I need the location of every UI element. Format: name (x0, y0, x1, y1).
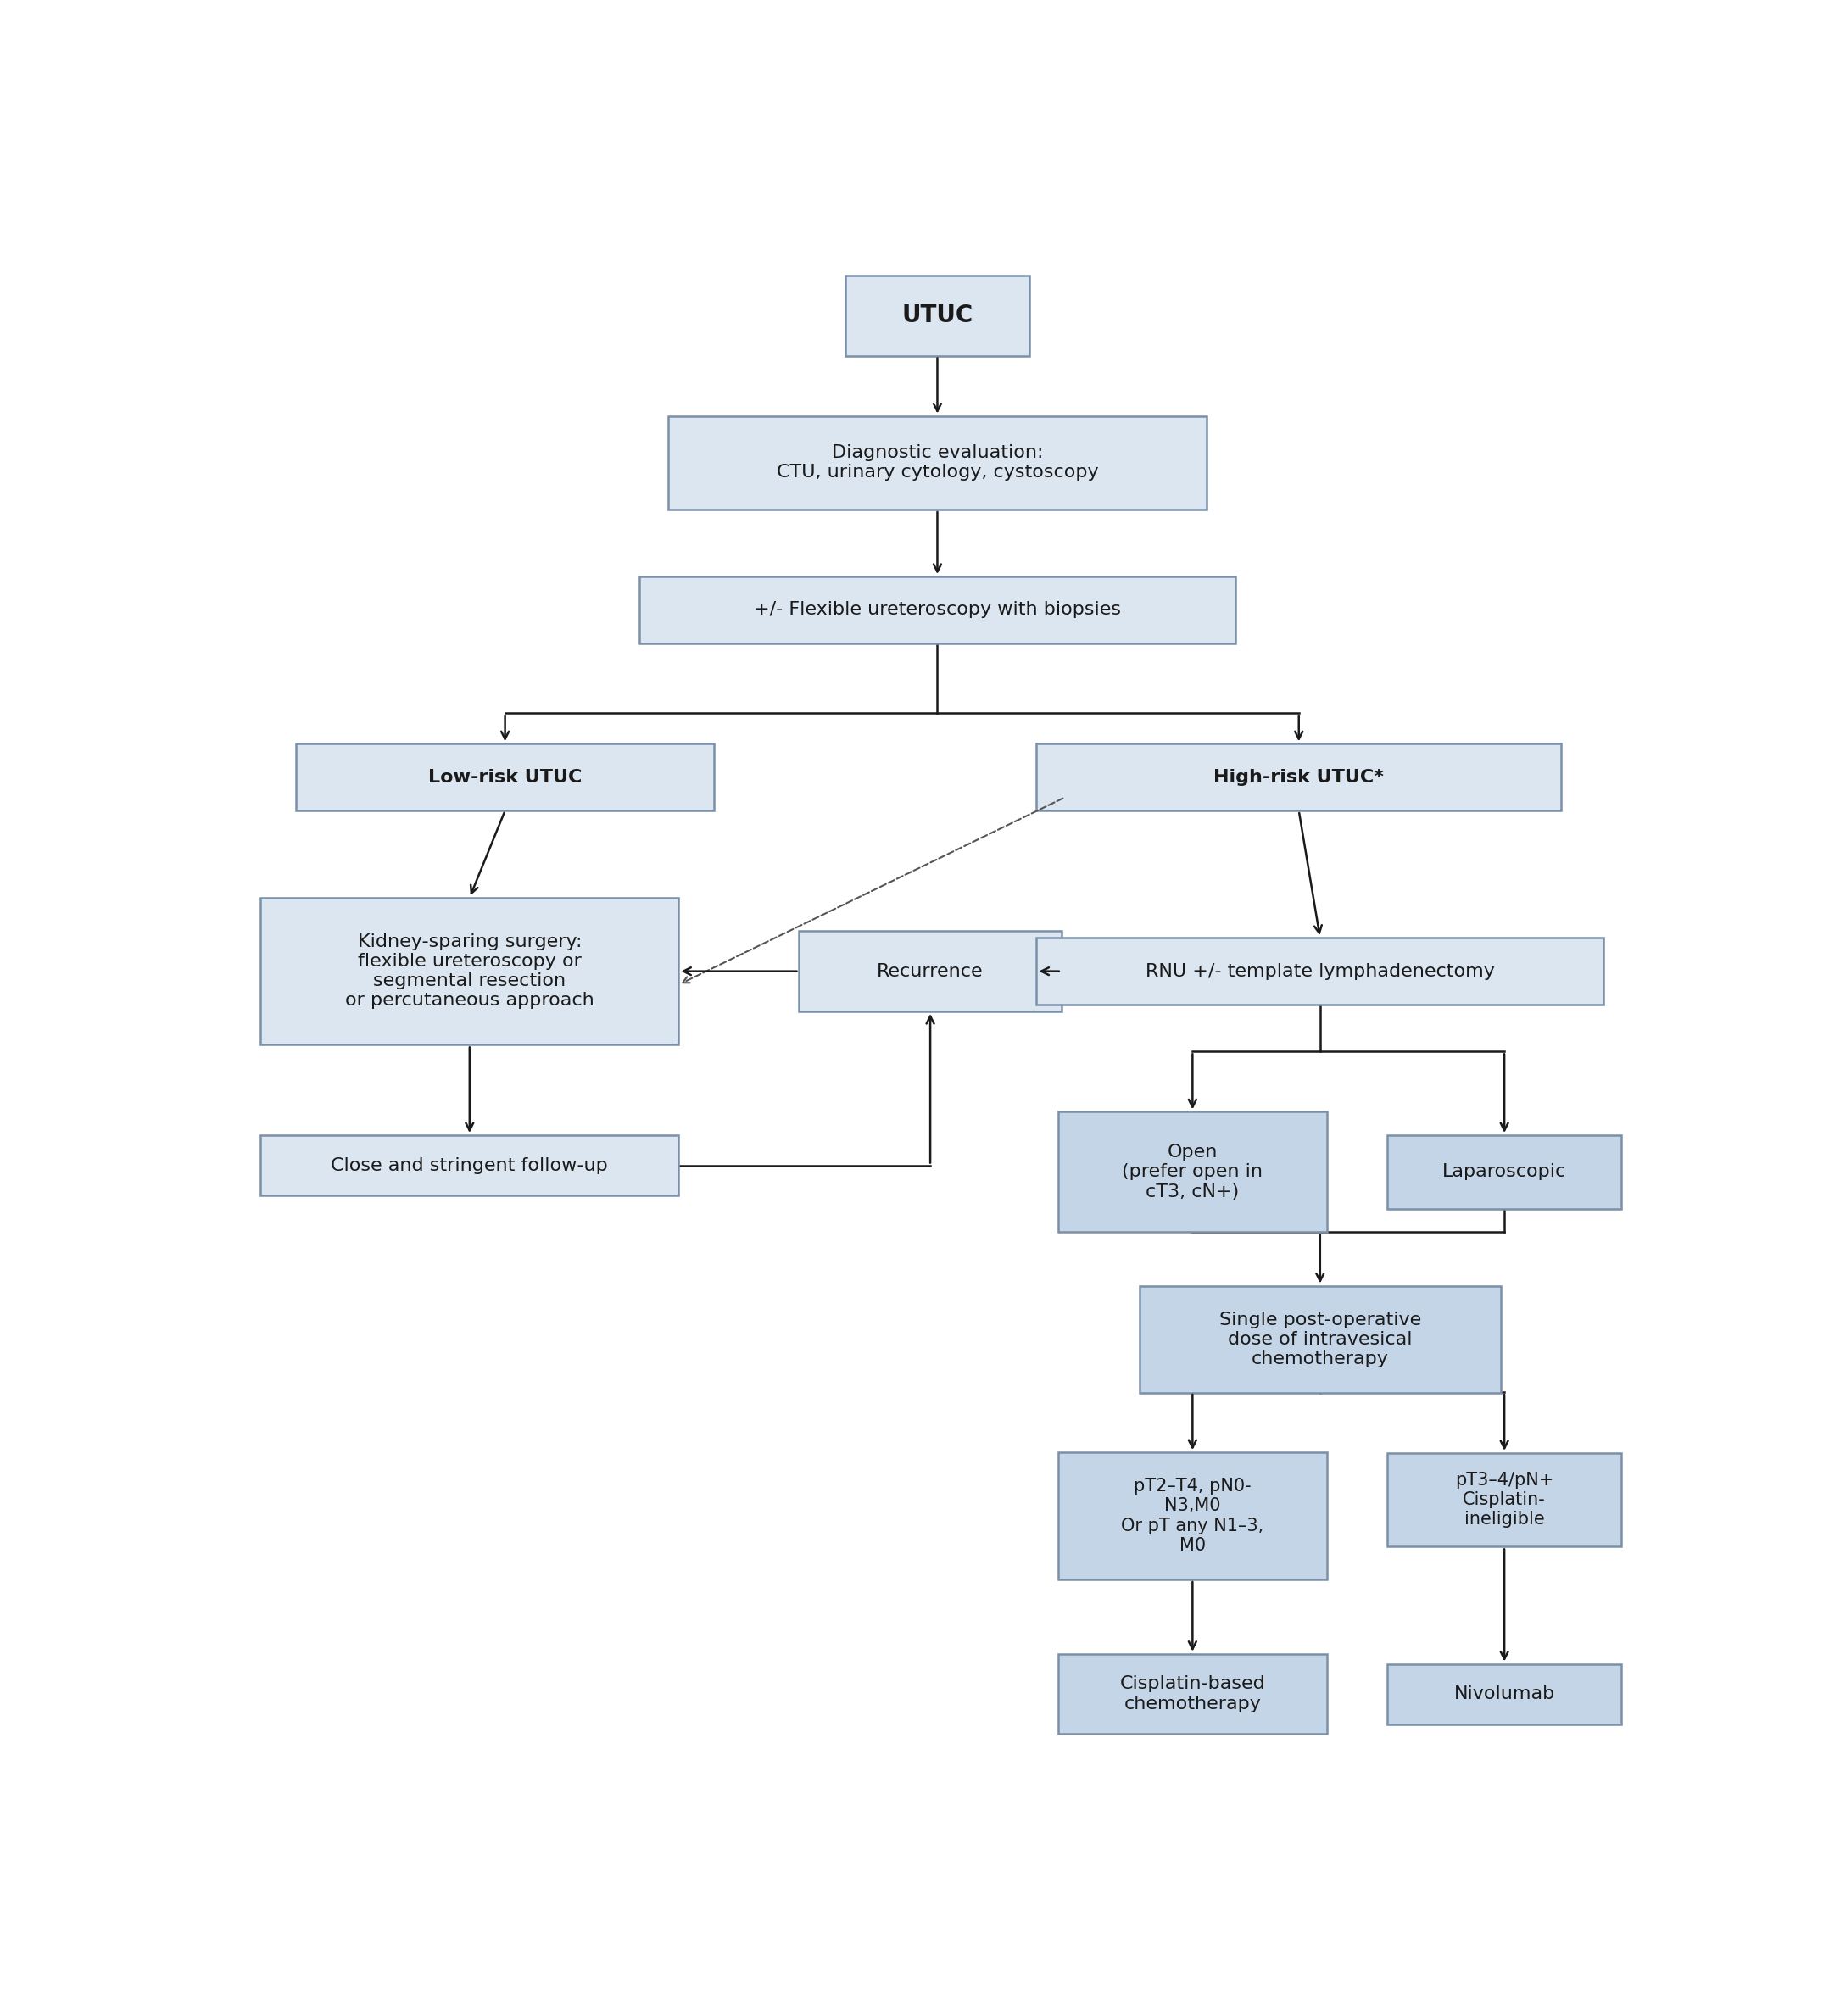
Text: Close and stringent follow-up: Close and stringent follow-up (331, 1157, 607, 1173)
Text: pT3–4/pN+
Cisplatin-
ineligible: pT3–4/pN+ Cisplatin- ineligible (1456, 1472, 1553, 1528)
Text: Recurrence: Recurrence (878, 964, 984, 980)
Text: Low-risk UTUC: Low-risk UTUC (428, 768, 582, 786)
Text: Single post-operative
dose of intravesical
chemotherapy: Single post-operative dose of intravesic… (1220, 1310, 1421, 1367)
Text: RNU +/- template lymphadenectomy: RNU +/- template lymphadenectomy (1145, 964, 1494, 980)
FancyBboxPatch shape (799, 931, 1061, 1012)
Text: UTUC: UTUC (902, 304, 973, 327)
Text: Diagnostic evaluation:
CTU, urinary cytology, cystoscopy: Diagnostic evaluation: CTU, urinary cyto… (777, 444, 1097, 482)
Text: Open
(prefer open in
cT3, cN+): Open (prefer open in cT3, cN+) (1123, 1143, 1262, 1200)
FancyBboxPatch shape (1139, 1286, 1502, 1393)
FancyBboxPatch shape (668, 415, 1207, 510)
FancyBboxPatch shape (1037, 937, 1604, 1004)
FancyBboxPatch shape (1057, 1653, 1328, 1734)
Text: Laparoscopic: Laparoscopic (1443, 1163, 1566, 1181)
Text: High-risk UTUC*: High-risk UTUC* (1214, 768, 1385, 786)
FancyBboxPatch shape (1037, 744, 1562, 810)
Text: +/- Flexible ureteroscopy with biopsies: +/- Flexible ureteroscopy with biopsies (754, 601, 1121, 619)
Text: pT2–T4, pN0-
N3,M0
Or pT any N1–3,
M0: pT2–T4, pN0- N3,M0 Or pT any N1–3, M0 (1121, 1478, 1264, 1554)
FancyBboxPatch shape (640, 577, 1235, 643)
FancyBboxPatch shape (1388, 1135, 1620, 1210)
FancyBboxPatch shape (1388, 1663, 1620, 1724)
FancyBboxPatch shape (1057, 1452, 1328, 1579)
Text: Cisplatin-based
chemotherapy: Cisplatin-based chemotherapy (1119, 1675, 1266, 1712)
Text: Kidney-sparing surgery:
flexible ureteroscopy or
segmental resection
or percutan: Kidney-sparing surgery: flexible uretero… (346, 933, 594, 1010)
FancyBboxPatch shape (260, 1135, 679, 1195)
Text: Nivolumab: Nivolumab (1454, 1685, 1555, 1702)
FancyBboxPatch shape (296, 744, 713, 810)
FancyBboxPatch shape (260, 897, 679, 1044)
FancyBboxPatch shape (1057, 1111, 1328, 1232)
FancyBboxPatch shape (845, 276, 1030, 355)
FancyBboxPatch shape (1388, 1454, 1620, 1546)
